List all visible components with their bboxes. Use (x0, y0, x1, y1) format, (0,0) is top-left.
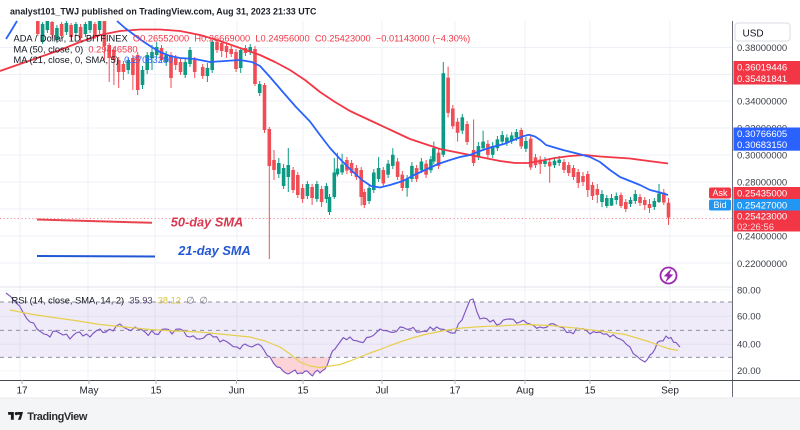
svg-text:TradingView: TradingView (27, 411, 88, 423)
svg-text:40.00: 40.00 (737, 340, 761, 351)
svg-text:0.30000000: 0.30000000 (737, 150, 787, 161)
svg-text:50-day SMA: 50-day SMA (171, 215, 244, 230)
svg-text:Bid: Bid (713, 200, 726, 210)
svg-text:0.24000000: 0.24000000 (737, 231, 787, 242)
svg-text:0.25423000: 0.25423000 (737, 212, 787, 223)
svg-text:MA (21, close, 0, SMA, 5) 0.2: MA (21, close, 0, SMA, 5) 0.27083280 (14, 55, 174, 65)
svg-text:0.30766605: 0.30766605 (737, 129, 787, 140)
svg-text:15: 15 (150, 386, 162, 397)
svg-text:Jun: Jun (228, 386, 244, 397)
svg-text:02:26:56: 02:26:56 (737, 222, 774, 233)
svg-text:0.28000000: 0.28000000 (737, 177, 787, 188)
svg-text:0.25427000: 0.25427000 (737, 200, 787, 211)
svg-text:15: 15 (297, 386, 309, 397)
svg-text:MA (50, close, 0) 0.29446580: MA (50, close, 0) 0.29446580 (14, 44, 138, 54)
svg-text:20.00: 20.00 (737, 366, 761, 377)
svg-text:ADA / Dollar, 1D, BITFINEX O0: ADA / Dollar, 1D, BITFINEX O0.26552000 H… (14, 34, 471, 44)
svg-text:80.00: 80.00 (737, 285, 761, 296)
svg-text:0.30683150: 0.30683150 (737, 140, 787, 151)
svg-text:RSI (14, close, SMA, 14, 2) 3: RSI (14, close, SMA, 14, 2) 35.93 38.12 … (12, 296, 208, 306)
svg-text:0.25435000: 0.25435000 (737, 188, 787, 199)
svg-text:USD: USD (743, 29, 764, 40)
svg-text:0.34000000: 0.34000000 (737, 96, 787, 107)
svg-text:0.22000000: 0.22000000 (737, 259, 787, 270)
svg-text:May: May (80, 386, 99, 397)
svg-text:Jul: Jul (376, 386, 389, 397)
svg-text:analyst101_TWJ published on Tr: analyst101_TWJ published on TradingView.… (10, 7, 317, 17)
svg-text:21-day SMA: 21-day SMA (177, 243, 251, 258)
svg-text:0.35481841: 0.35481841 (737, 74, 787, 85)
svg-text:17: 17 (16, 386, 28, 397)
svg-text:60.00: 60.00 (737, 312, 761, 323)
svg-text:0.38000000: 0.38000000 (737, 43, 787, 54)
svg-text:Sep: Sep (661, 386, 679, 397)
svg-text:17: 17 (449, 386, 461, 397)
svg-text:15: 15 (584, 386, 596, 397)
svg-text:Aug: Aug (516, 386, 534, 397)
svg-text:Ask: Ask (712, 188, 728, 198)
svg-text:0.36019446: 0.36019446 (737, 62, 787, 73)
